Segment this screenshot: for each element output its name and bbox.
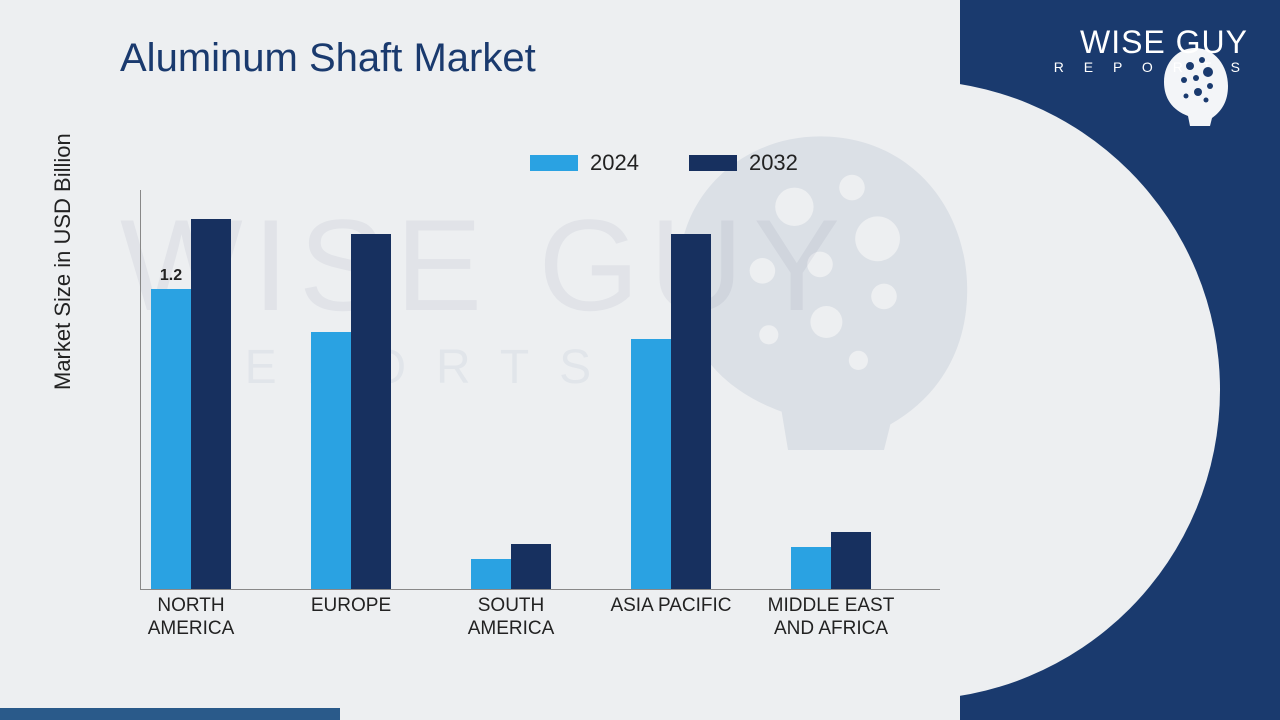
chart-title: Aluminum Shaft Market	[120, 36, 536, 81]
chart-plot: 1.2NORTH AMERICAEUROPESOUTH AMERICAASIA …	[140, 190, 940, 590]
bar-series2	[191, 219, 231, 589]
legend-swatch-2024	[530, 155, 578, 171]
bar-series2	[511, 544, 551, 589]
legend-item-2024: 2024	[530, 150, 639, 176]
bar-series2	[351, 234, 391, 589]
chart-legend: 2024 2032	[530, 150, 798, 176]
legend-item-2032: 2032	[689, 150, 798, 176]
category-label: ASIA PACIFIC	[601, 595, 741, 618]
brand-logo: WISE GUY R E P O R T S	[1054, 26, 1248, 74]
bar-series2	[671, 234, 711, 589]
y-axis-label: Market Size in USD Billion	[50, 133, 76, 390]
bar-value-label: 1.2	[151, 267, 191, 285]
bar-series1	[631, 339, 671, 589]
bar-series1: 1.2	[151, 289, 191, 589]
bar-series1	[311, 332, 351, 590]
bar-series1	[791, 547, 831, 590]
page-root: { "title": "Aluminum Shaft Market", "log…	[0, 0, 1280, 720]
chart-area: Market Size in USD Billion 2024 2032 1.2…	[60, 150, 940, 670]
bottom-accent-bar	[0, 708, 340, 720]
category-label: SOUTH AMERICA	[441, 595, 581, 641]
category-label: MIDDLE EAST AND AFRICA	[761, 595, 901, 641]
legend-label-2032: 2032	[749, 150, 798, 176]
category-label: NORTH AMERICA	[121, 595, 261, 641]
logo-head-icon	[1160, 46, 1230, 126]
category-label: EUROPE	[281, 595, 421, 618]
legend-swatch-2032	[689, 155, 737, 171]
legend-label-2024: 2024	[590, 150, 639, 176]
bar-series1	[471, 559, 511, 589]
bar-series2	[831, 532, 871, 590]
